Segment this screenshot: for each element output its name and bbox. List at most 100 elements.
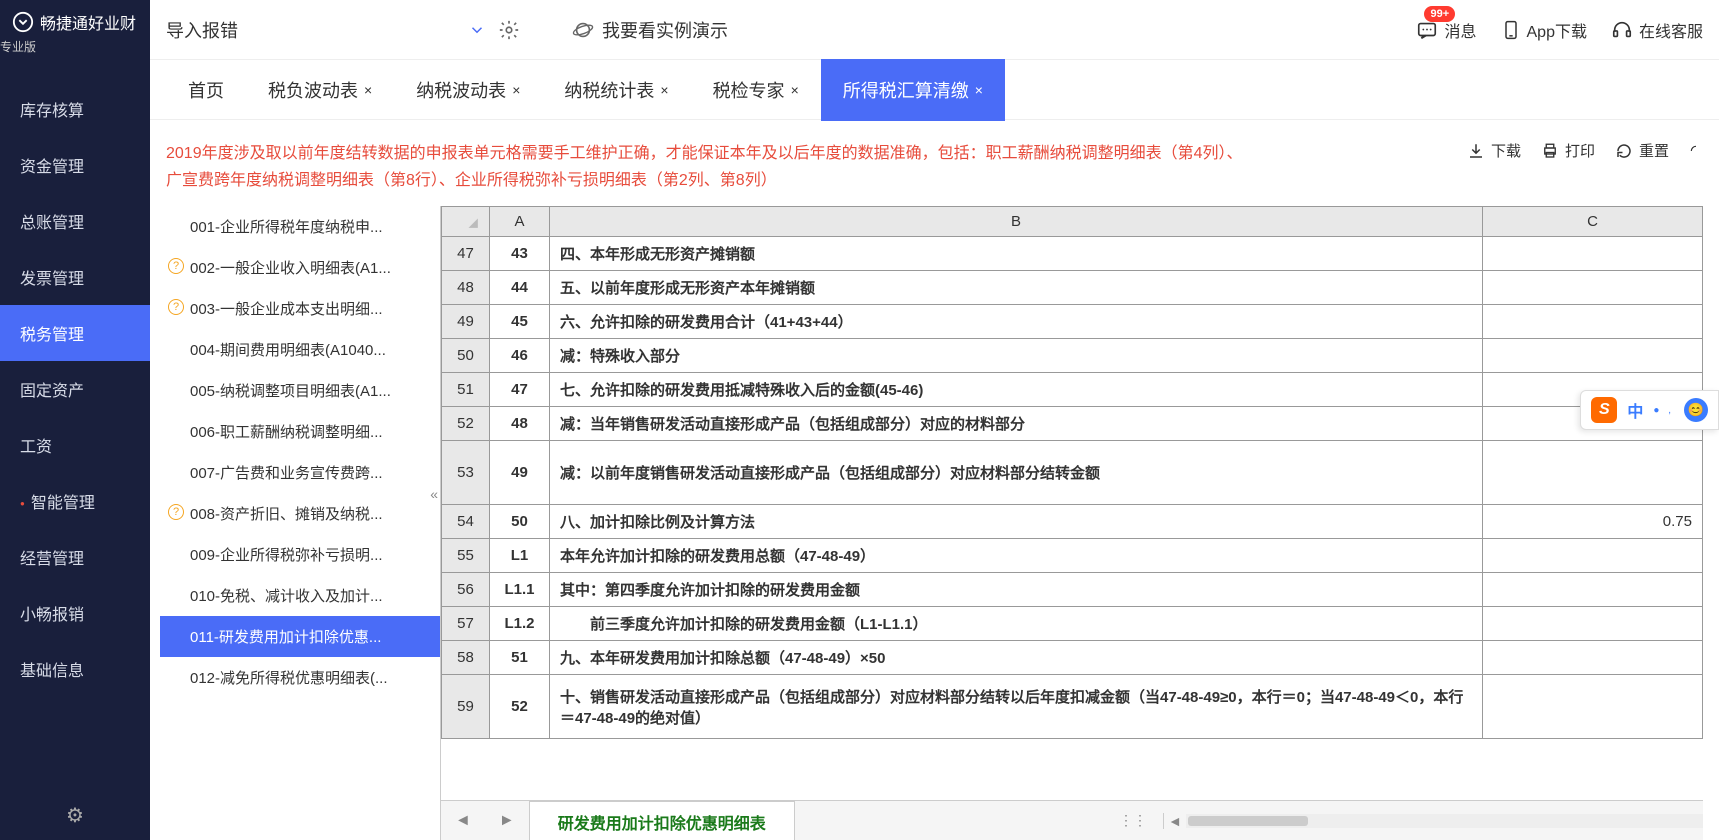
col-header-a[interactable]: A — [490, 207, 550, 237]
nav-item-3[interactable]: 发票管理 — [0, 249, 150, 305]
row-header[interactable]: 50 — [442, 339, 490, 373]
nav-item-8[interactable]: 经营管理 — [0, 529, 150, 585]
col-header-c[interactable]: C — [1483, 207, 1703, 237]
row-header[interactable]: 52 — [442, 407, 490, 441]
cell-b[interactable]: 五、以前年度形成无形资产本年摊销额 — [550, 271, 1483, 305]
cell-a[interactable]: 48 — [490, 407, 550, 441]
ime-widget[interactable]: S 中 ● , 😊 — [1580, 390, 1719, 430]
settings-icon[interactable] — [498, 19, 520, 41]
cell-a[interactable]: 45 — [490, 305, 550, 339]
sheet-prev-icon[interactable]: ◄ — [441, 812, 485, 830]
cell-c[interactable] — [1483, 441, 1703, 505]
row-header[interactable]: 51 — [442, 373, 490, 407]
sheet-tab[interactable]: 研发费用加计扣除优惠明细表 — [529, 801, 795, 840]
nav-item-9[interactable]: 小畅报销 — [0, 585, 150, 641]
nav-item-4[interactable]: 税务管理 — [0, 305, 150, 361]
import-dropdown[interactable]: 导入报错 — [166, 17, 486, 43]
cell-a[interactable]: 51 — [490, 641, 550, 675]
close-icon[interactable]: × — [364, 82, 372, 98]
cell-c[interactable] — [1483, 271, 1703, 305]
form-item-4[interactable]: 005-纳税调整项目明细表(A1... — [160, 370, 440, 411]
cell-b[interactable]: 六、允许扣除的研发费用合计（41+43+44） — [550, 305, 1483, 339]
sheet-menu-icon[interactable]: ⋮⋮ — [1103, 812, 1163, 829]
row-header[interactable]: 49 — [442, 305, 490, 339]
form-item-11[interactable]: 012-减免所得税优惠明细表(... — [160, 657, 440, 698]
cell-a[interactable]: L1 — [490, 539, 550, 573]
reset-button[interactable]: 重置 — [1615, 140, 1669, 161]
row-header[interactable]: 55 — [442, 539, 490, 573]
cell-b[interactable]: 七、允许扣除的研发费用抵减特殊收入后的金额(45-46) — [550, 373, 1483, 407]
message-button[interactable]: 99+ 消息 — [1416, 18, 1476, 42]
print-button[interactable]: 打印 — [1541, 140, 1595, 161]
form-item-7[interactable]: ?008-资产折旧、摊销及纳税... — [160, 493, 440, 534]
help-icon[interactable]: ? — [168, 504, 184, 520]
sheet-hscrollbar[interactable]: ◄ — [1163, 813, 1703, 829]
row-header[interactable]: 47 — [442, 237, 490, 271]
form-item-5[interactable]: 006-职工薪酬纳税调整明细... — [160, 411, 440, 452]
close-icon[interactable]: × — [791, 82, 799, 98]
ime-emoji-icon[interactable]: 😊 — [1684, 398, 1708, 422]
cell-b[interactable]: 减：以前年度销售研发活动直接形成产品（包括组成部分）对应材料部分结转金额 — [550, 441, 1483, 505]
sheet-next-icon[interactable]: ► — [485, 812, 529, 830]
row-header[interactable]: 58 — [442, 641, 490, 675]
cell-a[interactable]: L1.2 — [490, 607, 550, 641]
cell-c[interactable] — [1483, 675, 1703, 739]
hscroll-thumb[interactable] — [1188, 816, 1308, 826]
row-header[interactable]: 56 — [442, 573, 490, 607]
cell-c[interactable] — [1483, 237, 1703, 271]
close-icon[interactable]: × — [512, 82, 520, 98]
form-item-6[interactable]: 007-广告费和业务宣传费跨... — [160, 452, 440, 493]
row-header[interactable]: 53 — [442, 441, 490, 505]
form-item-3[interactable]: 004-期间费用明细表(A1040... — [160, 329, 440, 370]
nav-item-6[interactable]: 工资 — [0, 417, 150, 473]
cell-a[interactable]: 50 — [490, 505, 550, 539]
cell-b[interactable]: 九、本年研发费用加计扣除总额（47-48-49）×50 — [550, 641, 1483, 675]
cell-a[interactable]: 52 — [490, 675, 550, 739]
nav-item-10[interactable]: 基础信息 — [0, 641, 150, 697]
row-header[interactable]: 48 — [442, 271, 490, 305]
close-icon[interactable]: × — [975, 82, 983, 98]
cell-c[interactable]: 0.75 — [1483, 505, 1703, 539]
tab-5[interactable]: 所得税汇算清缴× — [821, 59, 1005, 121]
tab-3[interactable]: 纳税统计表× — [542, 59, 690, 121]
settings-gear-icon[interactable]: ⚙ — [66, 803, 84, 828]
cell-a[interactable]: L1.1 — [490, 573, 550, 607]
cell-a[interactable]: 44 — [490, 271, 550, 305]
nav-item-0[interactable]: 库存核算 — [0, 81, 150, 137]
cell-a[interactable]: 43 — [490, 237, 550, 271]
row-header[interactable]: 54 — [442, 505, 490, 539]
cell-b[interactable]: 减：当年销售研发活动直接形成产品（包括组成部分）对应的材料部分 — [550, 407, 1483, 441]
form-item-10[interactable]: 011-研发费用加计扣除优惠... — [160, 616, 440, 657]
sheet-corner[interactable] — [442, 207, 490, 237]
tab-4[interactable]: 税检专家× — [691, 59, 821, 121]
cell-b[interactable]: 十、销售研发活动直接形成产品（包括组成部分）对应材料部分结转以后年度扣减金额（当… — [550, 675, 1483, 739]
cell-c[interactable] — [1483, 641, 1703, 675]
nav-item-1[interactable]: 资金管理 — [0, 137, 150, 193]
form-item-1[interactable]: ?002-一般企业收入明细表(A1... — [160, 247, 440, 288]
cell-b[interactable]: 前三季度允许加计扣除的研发费用金额（L1-L1.1） — [550, 607, 1483, 641]
cell-c[interactable] — [1483, 539, 1703, 573]
help-icon[interactable]: ? — [168, 258, 184, 274]
row-header[interactable]: 59 — [442, 675, 490, 739]
cell-b[interactable]: 八、加计扣除比例及计算方法 — [550, 505, 1483, 539]
nav-item-5[interactable]: 固定资产 — [0, 361, 150, 417]
cell-a[interactable]: 47 — [490, 373, 550, 407]
cell-b[interactable]: 本年允许加计扣除的研发费用总额（47-48-49） — [550, 539, 1483, 573]
tab-0[interactable]: 首页 — [166, 59, 246, 121]
form-item-2[interactable]: ?003-一般企业成本支出明细... — [160, 288, 440, 329]
help-icon[interactable]: ? — [168, 299, 184, 315]
cell-b[interactable]: 四、本年形成无形资产摊销额 — [550, 237, 1483, 271]
tab-1[interactable]: 税负波动表× — [246, 59, 394, 121]
sheet-scroll[interactable]: A B C 4743四、本年形成无形资产摊销额4844五、以前年度形成无形资产本… — [441, 206, 1703, 800]
cell-b[interactable]: 减：特殊收入部分 — [550, 339, 1483, 373]
cell-c[interactable] — [1483, 573, 1703, 607]
cell-a[interactable]: 49 — [490, 441, 550, 505]
online-service-button[interactable]: 在线客服 — [1611, 18, 1703, 42]
tab-2[interactable]: 纳税波动表× — [394, 59, 542, 121]
nav-item-2[interactable]: 总账管理 — [0, 193, 150, 249]
close-icon[interactable]: × — [660, 82, 668, 98]
cell-c[interactable] — [1483, 339, 1703, 373]
download-button[interactable]: 下载 — [1467, 140, 1521, 161]
row-header[interactable]: 57 — [442, 607, 490, 641]
cell-c[interactable] — [1483, 305, 1703, 339]
